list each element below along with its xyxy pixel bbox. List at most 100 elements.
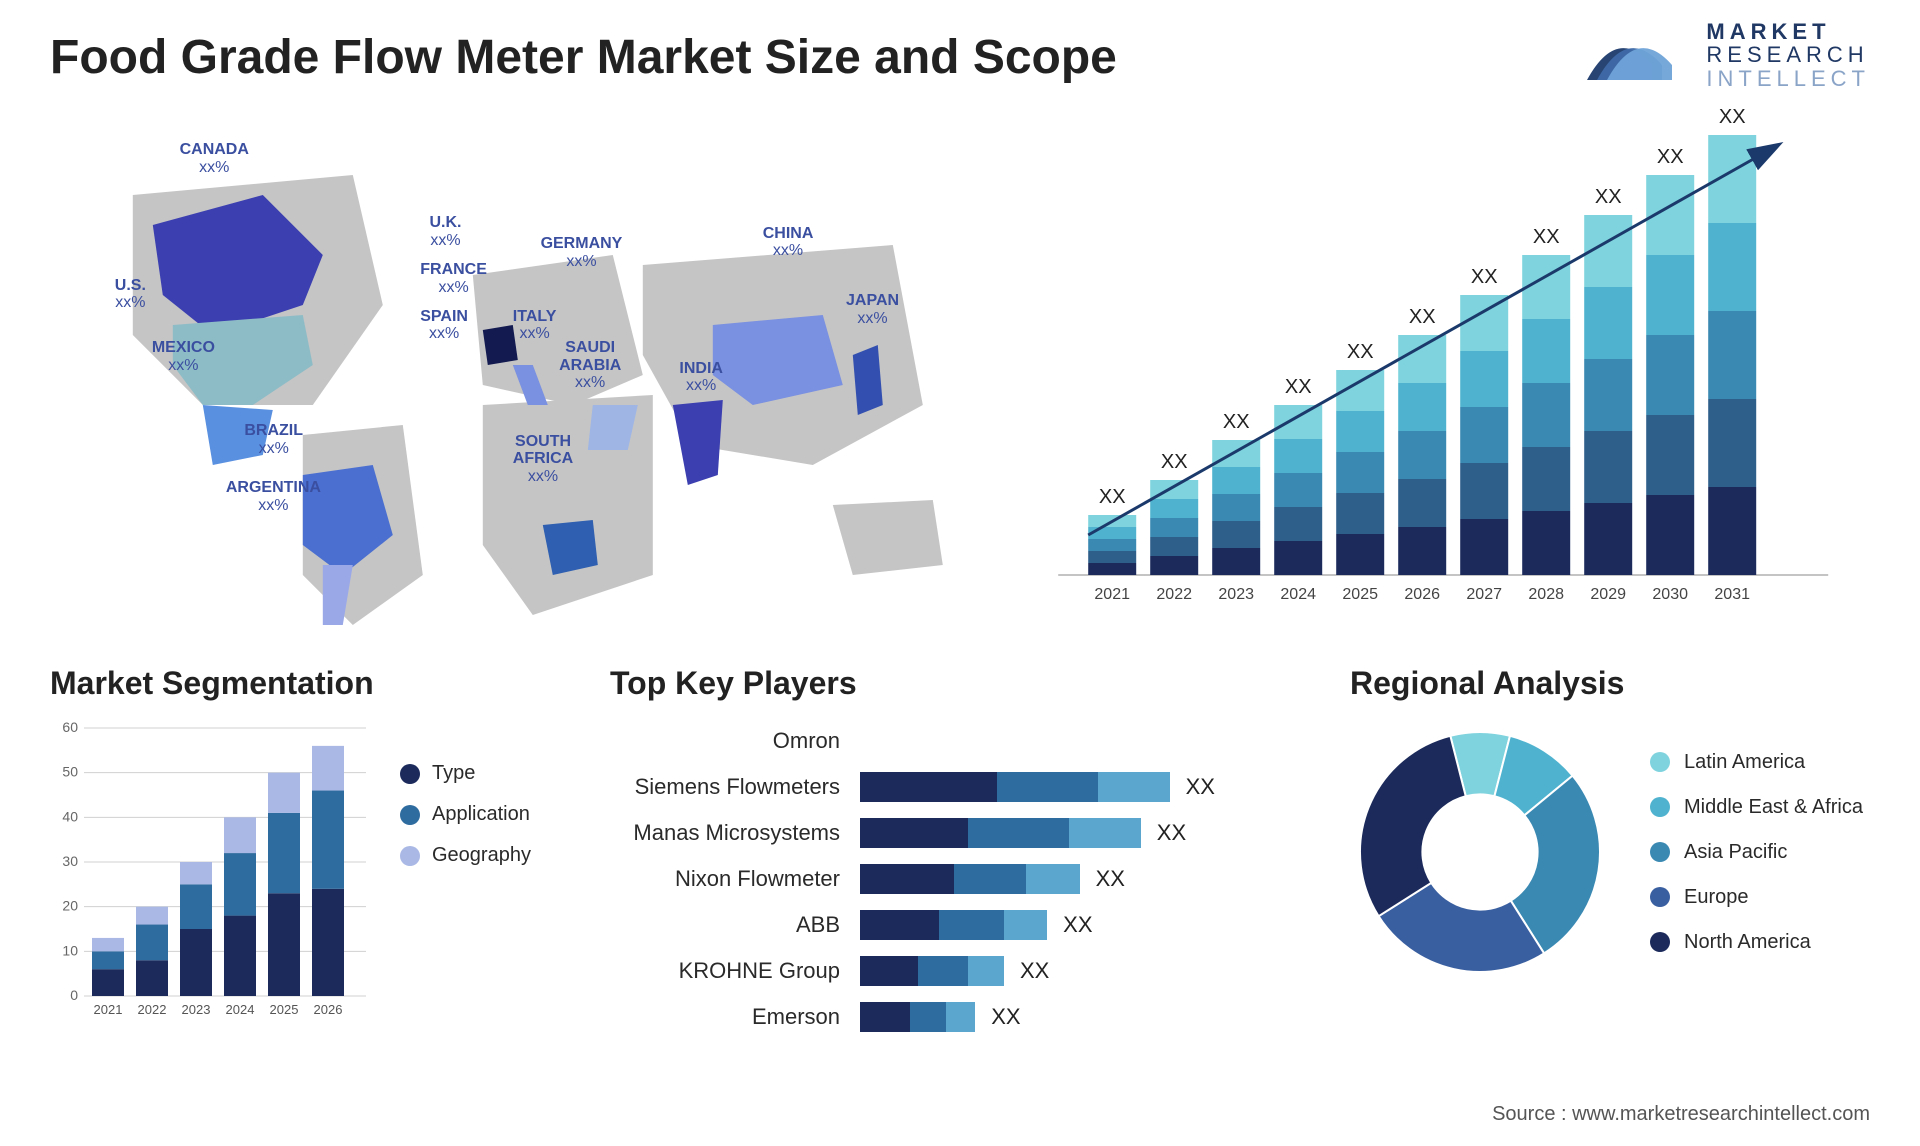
growth-bar-seg <box>1088 563 1136 575</box>
map-label: INDIAxx% <box>679 360 723 395</box>
players-list: OmronSiemens FlowmetersXXManas Microsyst… <box>610 722 1310 1036</box>
growth-year-label: 2022 <box>1156 586 1192 603</box>
world-map: CANADAxx%U.S.xx%MEXICOxx%BRAZILxx%ARGENT… <box>50 105 976 625</box>
player-bar-seg <box>1098 772 1170 802</box>
growth-bar-label: XX <box>1098 486 1125 508</box>
seg-bar-seg <box>92 951 124 969</box>
growth-bar-label: XX <box>1718 106 1745 128</box>
seg-year-label: 2023 <box>182 1002 211 1017</box>
player-name: Siemens Flowmeters <box>610 774 840 800</box>
source-text: Source : www.marketresearchintellect.com <box>1492 1103 1870 1126</box>
growth-bar-seg <box>1646 495 1694 575</box>
segmentation-legend: Type Application Geography <box>400 722 531 1022</box>
growth-bar-seg <box>1212 494 1260 521</box>
map-label: MEXICOxx% <box>152 339 215 374</box>
growth-bar-seg <box>1336 493 1384 534</box>
growth-bar-label: XX <box>1408 306 1435 328</box>
player-value: XX <box>1096 866 1125 892</box>
growth-bar-seg <box>1274 439 1322 473</box>
growth-bar-seg <box>1088 539 1136 551</box>
growth-bar-seg <box>1398 383 1446 431</box>
seg-ytick: 30 <box>62 853 78 869</box>
growth-year-label: 2021 <box>1094 586 1130 603</box>
map-label: U.K.xx% <box>429 214 461 249</box>
player-row: Manas MicrosystemsXX <box>610 814 1310 852</box>
seg-bar-seg <box>180 929 212 996</box>
seg-bar-seg <box>136 907 168 925</box>
seg-year-label: 2024 <box>226 1002 255 1017</box>
growth-chart: 2021XX2022XX2023XX2024XX2025XX2026XX2027… <box>1016 105 1870 625</box>
map-country-japan <box>853 345 883 415</box>
map-label: SOUTHAFRICAxx% <box>513 433 573 486</box>
growth-bar-label: XX <box>1222 411 1249 433</box>
seg-year-label: 2021 <box>94 1002 123 1017</box>
brand-logo: MARKET RESEARCH INTELLECT <box>1582 20 1870 90</box>
map-label: FRANCExx% <box>420 261 487 296</box>
growth-bar-seg <box>1274 541 1322 575</box>
seg-bar-seg <box>312 791 344 889</box>
seg-ytick: 40 <box>62 808 78 824</box>
player-bar-seg <box>910 1002 946 1032</box>
growth-bar-seg <box>1522 447 1570 511</box>
player-bar-seg <box>1004 910 1047 940</box>
regional-legend: Latin AmericaMiddle East & AfricaAsia Pa… <box>1650 751 1863 954</box>
player-bar-seg <box>860 772 997 802</box>
regional-panel: Regional Analysis Latin AmericaMiddle Ea… <box>1350 665 1870 1045</box>
seg-year-label: 2025 <box>270 1002 299 1017</box>
seg-bar-seg <box>224 817 256 853</box>
map-label: ITALYxx% <box>513 308 557 343</box>
player-bar-seg <box>954 864 1026 894</box>
player-bar-seg <box>939 910 1004 940</box>
seg-bar-seg <box>312 746 344 791</box>
growth-bar-seg <box>1150 499 1198 518</box>
growth-bar-seg <box>1398 479 1446 527</box>
growth-bar-seg <box>1522 319 1570 383</box>
growth-bar-seg <box>1460 519 1508 575</box>
segmentation-panel: Market Segmentation 01020304050602021202… <box>50 665 570 1045</box>
map-label: SAUDIARABIAxx% <box>559 339 621 392</box>
seg-ytick: 60 <box>62 722 78 735</box>
seg-year-label: 2022 <box>138 1002 167 1017</box>
seg-bar-seg <box>268 773 300 813</box>
growth-bar-label: XX <box>1470 266 1497 288</box>
growth-bar-seg <box>1460 351 1508 407</box>
growth-bar-seg <box>1708 311 1756 399</box>
growth-year-label: 2025 <box>1342 586 1378 603</box>
map-label: GERMANYxx% <box>541 235 623 270</box>
growth-year-label: 2023 <box>1218 586 1254 603</box>
player-name: Manas Microsystems <box>610 820 840 846</box>
logo-text: MARKET RESEARCH INTELLECT <box>1706 20 1870 89</box>
player-row: Siemens FlowmetersXX <box>610 768 1310 806</box>
map-label: CHINAxx% <box>763 225 814 260</box>
player-name: Emerson <box>610 1004 840 1030</box>
growth-bar-seg <box>1522 383 1570 447</box>
map-label: U.S.xx% <box>115 277 146 312</box>
player-name: ABB <box>610 912 840 938</box>
growth-bar-seg <box>1646 255 1694 335</box>
regional-legend-item: Europe <box>1650 886 1863 909</box>
map-label: JAPANxx% <box>846 292 899 327</box>
growth-bar-seg <box>1088 551 1136 563</box>
seg-legend-item: Application <box>400 803 531 826</box>
seg-ytick: 50 <box>62 764 78 780</box>
player-bar <box>860 818 1141 848</box>
growth-year-label: 2031 <box>1714 586 1750 603</box>
seg-legend-item: Type <box>400 762 531 785</box>
players-title: Top Key Players <box>610 665 1310 702</box>
growth-bar-seg <box>1522 511 1570 575</box>
growth-bar-seg <box>1336 411 1384 452</box>
growth-bar-seg <box>1274 507 1322 541</box>
growth-bar-seg <box>1646 415 1694 495</box>
growth-bar-seg <box>1212 440 1260 467</box>
growth-bar-seg <box>1336 534 1384 575</box>
player-row: ABBXX <box>610 906 1310 944</box>
player-bar-seg <box>860 910 939 940</box>
growth-bar-seg <box>1336 452 1384 493</box>
growth-bar-seg <box>1274 473 1322 507</box>
player-row: KROHNE GroupXX <box>610 952 1310 990</box>
seg-legend-item: Geography <box>400 844 531 867</box>
growth-bar-seg <box>1398 335 1446 383</box>
player-bar-seg <box>860 864 954 894</box>
growth-bar-seg <box>1088 527 1136 539</box>
growth-bar-label: XX <box>1656 146 1683 168</box>
